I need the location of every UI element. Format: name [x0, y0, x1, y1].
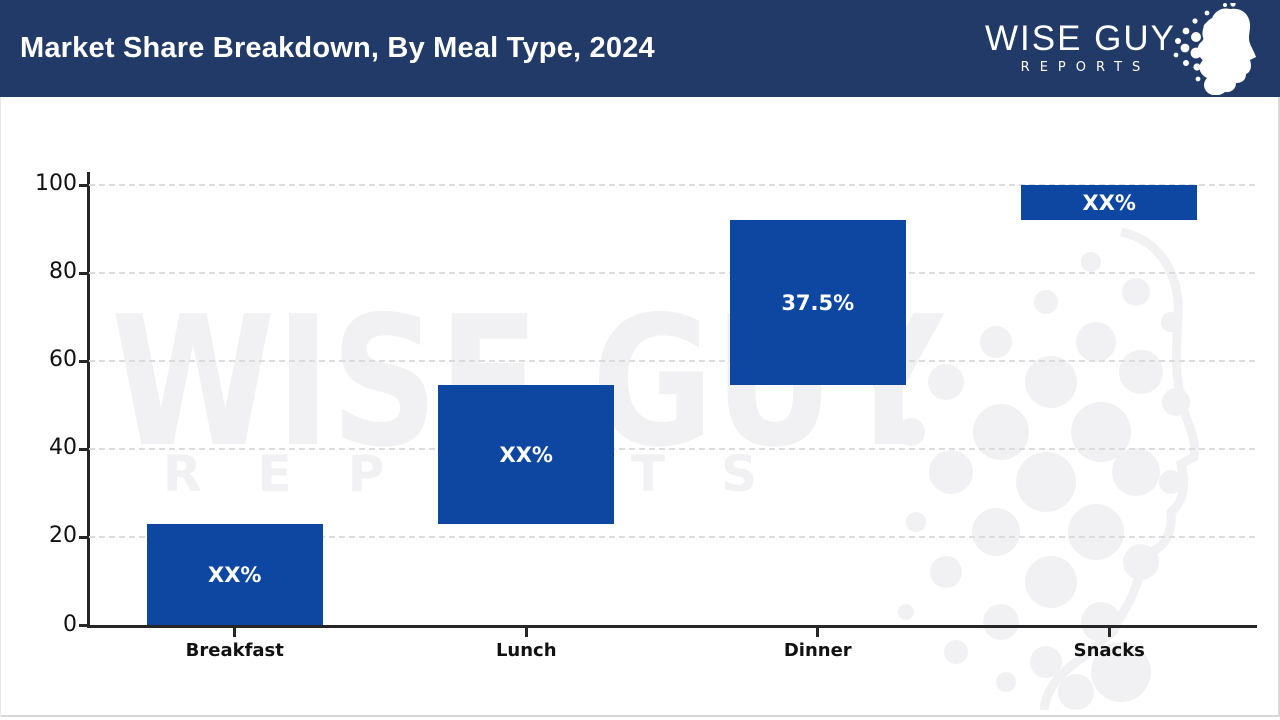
y-tick-mark — [79, 447, 89, 451]
bar-lunch: XX% — [438, 385, 615, 525]
x-tick-mark — [233, 628, 237, 637]
gridline — [89, 184, 1255, 186]
x-axis-spine — [87, 625, 1257, 628]
brand-name: WISE GUY — [984, 19, 1176, 58]
y-axis-spine — [87, 172, 90, 628]
x-tick-mark — [524, 628, 528, 637]
x-tick-label-snacks: Snacks — [1073, 639, 1145, 661]
x-tick-label-dinner: Dinner — [783, 639, 852, 661]
x-tick-mark — [816, 628, 820, 637]
bottom-border — [1, 715, 1280, 717]
gridline — [89, 536, 1255, 539]
brand-subtitle: REPORTS — [1020, 60, 1151, 75]
y-tick-mark — [79, 271, 89, 275]
dotted-face-icon — [1173, 3, 1256, 95]
y-tick-label: 40 — [49, 435, 77, 461]
x-tick-label-lunch: Lunch — [495, 639, 557, 661]
brand-logo-text: WISE GUY REPORTS — [985, 21, 1176, 77]
y-tick-label: 80 — [49, 259, 77, 285]
x-tick-label-breakfast: Breakfast — [185, 639, 284, 661]
y-tick-label: 0 — [63, 611, 77, 637]
y-tick-mark — [79, 624, 89, 627]
x-tick-mark — [1107, 628, 1111, 637]
brand-logo: WISE GUY REPORTS — [985, 3, 1262, 95]
gridline — [89, 448, 1255, 451]
bar-value-label: XX% — [208, 562, 262, 587]
y-tick-mark — [79, 359, 89, 363]
y-tick-label: 60 — [49, 347, 77, 373]
y-tick-label: 20 — [49, 523, 77, 549]
bar-value-label: XX% — [499, 442, 553, 467]
header-bar: Market Share Breakdown, By Meal Type, 20… — [0, 0, 1280, 97]
y-tick-mark — [79, 535, 89, 539]
bar-value-label: XX% — [1082, 190, 1136, 215]
page-title: Market Share Breakdown, By Meal Type, 20… — [20, 32, 655, 64]
watermark-dotted-face — [897, 227, 1200, 710]
gridline — [89, 272, 1255, 275]
bar-snacks: XX% — [1021, 185, 1198, 221]
y-tick-label: 100 — [35, 171, 77, 196]
gridline — [89, 360, 1255, 363]
bar-value-label: 37.5% — [781, 290, 855, 315]
bar-dinner: 37.5% — [729, 220, 906, 386]
right-border — [1278, 97, 1280, 717]
y-tick-mark — [79, 183, 89, 187]
bar-breakfast: XX% — [146, 524, 323, 626]
plot-area: WISE GUY REPORTS 020406080100BreakfastXX… — [0, 97, 1280, 717]
